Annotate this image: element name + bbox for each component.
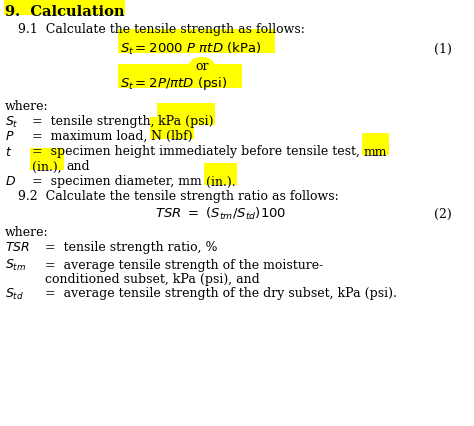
Text: 9.1  Calculate the tensile strength as follows:: 9.1 Calculate the tensile strength as fo… — [18, 23, 305, 36]
Text: $\mathit{TSR}$: $\mathit{TSR}$ — [5, 241, 30, 254]
Text: $S_{tm}$: $S_{tm}$ — [5, 257, 26, 272]
Text: $S_{td}$: $S_{td}$ — [5, 286, 24, 301]
Text: (in.).: (in.). — [206, 175, 236, 188]
Text: mm: mm — [364, 145, 387, 158]
Text: where:: where: — [5, 226, 49, 239]
Text: =  tensile strength ratio, %: = tensile strength ratio, % — [45, 241, 218, 254]
FancyBboxPatch shape — [204, 164, 237, 186]
Text: =  average tensile strength of the dry subset, kPa (psi).: = average tensile strength of the dry su… — [45, 287, 397, 300]
Text: $\mathit{S}_t = 2000\ P\ \pi t D\ \mathrm{(kPa)}$: $\mathit{S}_t = 2000\ P\ \pi t D\ \mathr… — [120, 41, 262, 57]
Text: where:: where: — [5, 100, 49, 113]
Text: =  tensile strength,: = tensile strength, — [32, 115, 155, 128]
Text: or: or — [195, 59, 209, 72]
Ellipse shape — [189, 58, 215, 74]
Text: $\mathit{TSR}\ =\ (S_{tm}/S_{td})100$: $\mathit{TSR}\ =\ (S_{tm}/S_{td})100$ — [155, 205, 286, 222]
Text: $t$: $t$ — [5, 145, 12, 158]
Text: 9.2  Calculate the tensile strength ratio as follows:: 9.2 Calculate the tensile strength ratio… — [18, 190, 339, 203]
Text: =  average tensile strength of the moisture-: = average tensile strength of the moistu… — [45, 258, 323, 271]
Text: kPa (psi): kPa (psi) — [158, 115, 214, 128]
FancyBboxPatch shape — [150, 118, 194, 140]
Text: and: and — [67, 160, 90, 173]
FancyBboxPatch shape — [4, 0, 126, 16]
FancyBboxPatch shape — [118, 30, 275, 54]
Text: =  specimen diameter, mm: = specimen diameter, mm — [32, 175, 202, 188]
FancyBboxPatch shape — [362, 134, 389, 155]
Text: (2): (2) — [434, 207, 452, 220]
Text: $S_t$: $S_t$ — [5, 114, 18, 129]
FancyBboxPatch shape — [118, 65, 242, 89]
FancyBboxPatch shape — [157, 104, 215, 126]
Text: (in.),: (in.), — [32, 160, 62, 173]
Text: (1): (1) — [434, 43, 452, 55]
Text: $D$: $D$ — [5, 175, 16, 188]
Text: 9.  Calculation: 9. Calculation — [5, 5, 125, 19]
FancyBboxPatch shape — [30, 149, 64, 170]
Text: =  maximum load,: = maximum load, — [32, 129, 147, 142]
Text: =  specimen height immediately before tensile test,: = specimen height immediately before ten… — [32, 145, 360, 158]
Text: $P$: $P$ — [5, 129, 15, 142]
Text: N (lbf): N (lbf) — [151, 129, 193, 142]
Text: conditioned subset, kPa (psi), and: conditioned subset, kPa (psi), and — [45, 272, 260, 285]
Text: $\mathit{S}_t = 2P/\pi t D\ \mathrm{(psi)}$: $\mathit{S}_t = 2P/\pi t D\ \mathrm{(psi… — [120, 75, 228, 92]
